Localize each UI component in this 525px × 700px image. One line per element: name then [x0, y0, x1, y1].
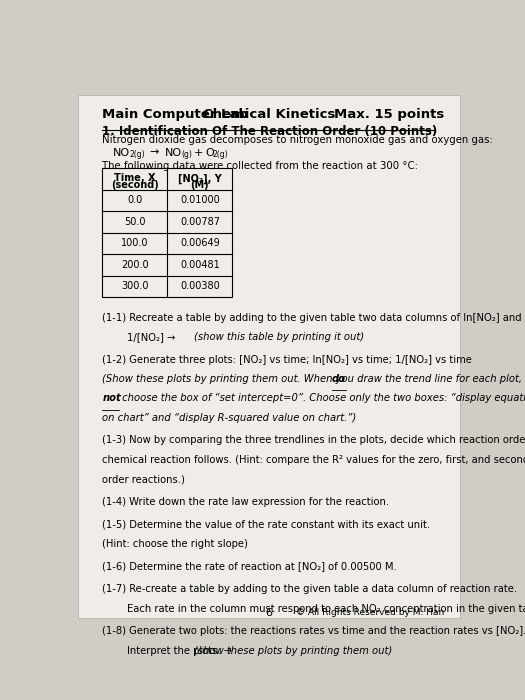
Text: (1-5) Determine the value of the rate constant with its exact unit.: (1-5) Determine the value of the rate co…	[102, 519, 430, 529]
Text: (M): (M)	[191, 180, 209, 190]
Text: (Show these plots by printing them out. When you draw the trend line for each pl: (Show these plots by printing them out. …	[102, 374, 525, 384]
Text: (show this table by printing it out): (show this table by printing it out)	[194, 332, 364, 342]
Text: 1. Identification Of The Reaction Order (10 Points): 1. Identification Of The Reaction Order …	[102, 125, 437, 138]
Text: (1-1) Recreate a table by adding to the given table two data columns of ln[NO₂] : (1-1) Recreate a table by adding to the …	[102, 312, 522, 323]
Text: 300.0: 300.0	[121, 281, 149, 291]
Text: The following data were collected from the reaction at 300 °C:: The following data were collected from t…	[102, 160, 418, 171]
Text: (1-8) Generate two plots: the reactions rates vs time and the reaction rates vs : (1-8) Generate two plots: the reactions …	[102, 626, 525, 636]
Text: (1-2) Generate three plots: [NO₂] vs time; ln[NO₂] vs time; 1/[NO₂] vs time: (1-2) Generate three plots: [NO₂] vs tim…	[102, 355, 472, 365]
Text: 200.0: 200.0	[121, 260, 149, 270]
Text: Each rate in the column must respond to each NO₂ concentration in the given tabl: Each rate in the column must respond to …	[102, 603, 525, 614]
Text: chemical reaction follows. (Hint: compare the R² values for the zero, first, and: chemical reaction follows. (Hint: compar…	[102, 455, 525, 465]
Text: 100.0: 100.0	[121, 238, 149, 248]
Text: [NO₂], Y: [NO₂], Y	[178, 174, 222, 183]
Text: (show these plots by printing them out): (show these plots by printing them out)	[194, 645, 393, 656]
Text: not: not	[102, 393, 121, 403]
Text: 0.00787: 0.00787	[180, 216, 220, 227]
Text: →: →	[150, 148, 159, 158]
Text: NO: NO	[112, 148, 130, 158]
Text: 6: 6	[266, 608, 272, 618]
Text: 0.00481: 0.00481	[180, 260, 220, 270]
Text: NO: NO	[165, 148, 182, 158]
Text: Max. 15 points: Max. 15 points	[334, 108, 444, 121]
Text: 2(g): 2(g)	[130, 150, 145, 159]
Text: (second): (second)	[111, 180, 159, 190]
Text: 1/[NO₂] →: 1/[NO₂] →	[102, 332, 178, 342]
Text: on chart” and “display R-squared value on chart.”): on chart” and “display R-squared value o…	[102, 413, 356, 423]
Text: 0.01000: 0.01000	[180, 195, 220, 205]
Text: Time, X: Time, X	[114, 174, 155, 183]
Text: order reactions.): order reactions.)	[102, 474, 185, 484]
Text: Main Computer Lab: Main Computer Lab	[102, 108, 248, 121]
Text: (1-7) Re-create a table by adding to the given table a data column of reaction r: (1-7) Re-create a table by adding to the…	[102, 584, 517, 594]
Text: (1-4) Write down the rate law expression for the reaction.: (1-4) Write down the rate law expression…	[102, 497, 390, 507]
Text: 50.0: 50.0	[124, 216, 145, 227]
Text: O: O	[205, 148, 214, 158]
Text: (g): (g)	[181, 150, 192, 159]
Text: (1-3) Now by comparing the three trendlines in the plots, decide which reaction : (1-3) Now by comparing the three trendli…	[102, 435, 525, 445]
Text: +: +	[194, 148, 204, 158]
Text: (Hint: choose the right slope): (Hint: choose the right slope)	[102, 539, 248, 549]
Text: Chemical Kinetics: Chemical Kinetics	[203, 108, 335, 121]
Bar	[102, 168, 233, 298]
Text: © All Rights Reserved by M. Han: © All Rights Reserved by M. Han	[296, 608, 444, 617]
Text: Nitrogen dioxide gas decomposes to nitrogen monoxide gas and oxygen gas:: Nitrogen dioxide gas decomposes to nitro…	[102, 134, 493, 145]
Text: Interpret the plots. →: Interpret the plots. →	[102, 645, 236, 656]
Text: 0.0: 0.0	[127, 195, 142, 205]
Text: choose the box of “set intercept=0”. Choose only the two boxes: “display equatio: choose the box of “set intercept=0”. Cho…	[119, 393, 525, 403]
Text: 0.00380: 0.00380	[180, 281, 220, 291]
Text: 2(g): 2(g)	[213, 150, 228, 159]
Text: (1-6) Determine the rate of reaction at [NO₂] of 0.00500 M.: (1-6) Determine the rate of reaction at …	[102, 561, 397, 572]
Text: 0.00649: 0.00649	[180, 238, 220, 248]
Text: do: do	[332, 374, 346, 384]
